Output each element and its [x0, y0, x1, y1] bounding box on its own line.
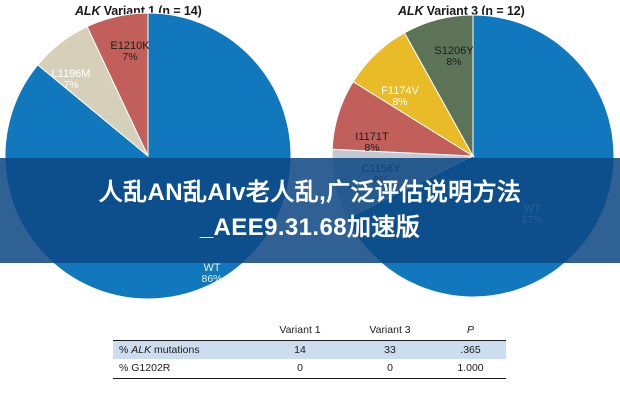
table-header-blank [113, 321, 255, 340]
chart-title-gene-left: ALK [75, 4, 101, 18]
table-body: % ALK mutations 14 33 .365 % G1202R 0 0 … [113, 340, 506, 378]
pie-slice-c1156y [403, 14, 474, 158]
row0-label-ital: ALK [131, 343, 152, 356]
chart-title-gene-right: ALK [398, 4, 424, 18]
table-cell-p-g1202r: 1.000 [457, 362, 484, 375]
table-cell-p-alk: .365 [460, 343, 481, 356]
watermark-text: 人乱AN乱AIv老人乱,广泛评估说明方法 _AEE9.31.68加速版 [0, 158, 620, 263]
watermark-line-1: 人乱AN乱AIv老人乱,广泛评估说明方法 [98, 179, 522, 207]
table-row-label-alk-mutations: % ALK mutations [113, 340, 255, 359]
table-header-variant-3: Variant 3 [369, 324, 411, 337]
table-header-p-text: P [466, 324, 474, 337]
row0-label-suffix: mutations [151, 343, 200, 356]
watermark-line-2: _AEE9.31.68加速版 [199, 213, 421, 241]
table-cell-v1-g1202r: 0 [297, 362, 303, 375]
row0-label-prefix: % [119, 343, 132, 356]
table-row-label-g1202r: % G1202R [119, 362, 171, 375]
chart-title-rest-right: Variant 3 (n = 12) [423, 4, 525, 18]
table-row: % G1202R 0 0 1.000 [113, 359, 506, 378]
chart-title-variant-3: ALK Variant 3 (n = 12) [398, 4, 525, 18]
statistics-table: Variant 1 Variant 3 P % ALK mutations 14… [113, 321, 506, 379]
table-header-variant-1: Variant 1 [279, 324, 321, 337]
pie-slice-l1196m [86, 12, 149, 157]
watermark-band [0, 158, 620, 263]
table-cell-v1-alk: 14 [294, 343, 306, 356]
table-row: % ALK mutations 14 33 .365 [113, 340, 506, 359]
table-header-p: P [435, 321, 506, 340]
table-header: Variant 1 Variant 3 P [113, 321, 506, 340]
table-cell-v3-g1202r: 0 [387, 362, 393, 375]
table-header-row: Variant 1 Variant 3 P [113, 321, 506, 340]
table-cell-v3-alk: 33 [384, 343, 396, 356]
